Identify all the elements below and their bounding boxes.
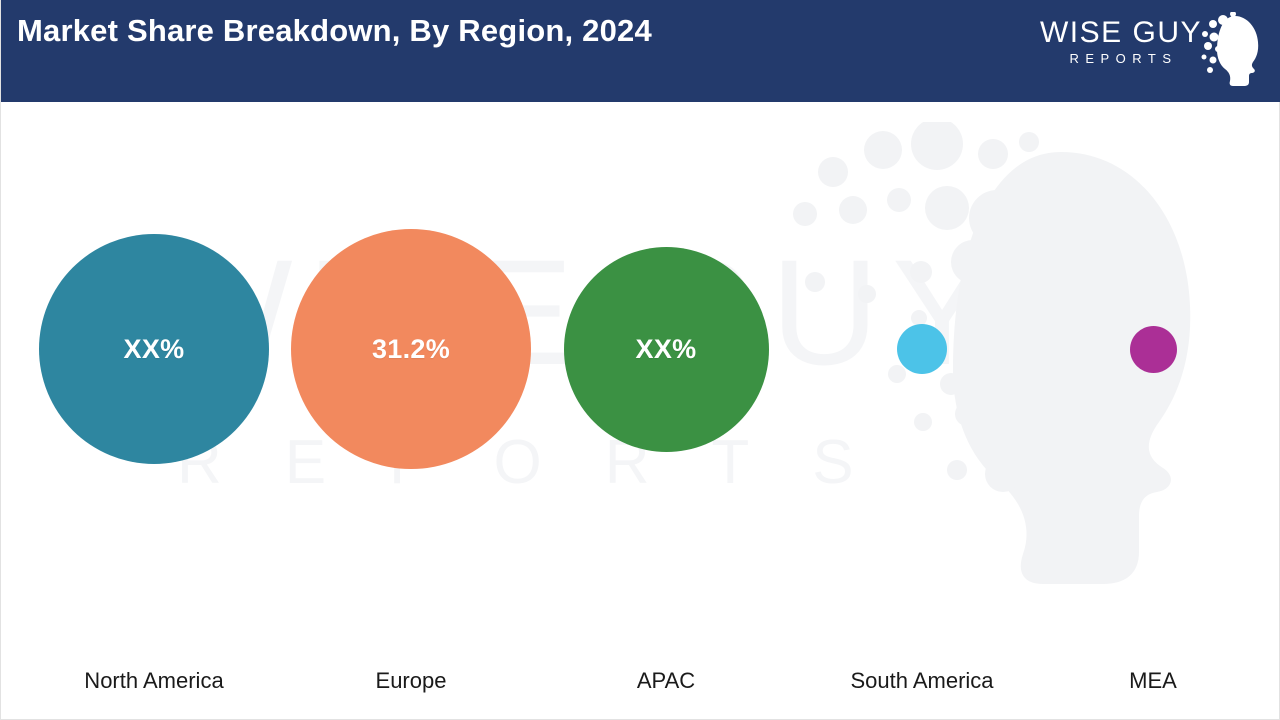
header-bar: Market Share Breakdown, By Region, 2024 … (1, 0, 1280, 102)
bubble-value-label: 31.2% (371, 333, 451, 364)
brand-logo: WISE GUY REPORTS (1035, 12, 1263, 90)
bubble-value-label: XX% (123, 333, 185, 364)
bubble-north-america[interactable]: XX% (39, 234, 269, 464)
category-label-south-america: South America (850, 668, 994, 693)
bubble-mea[interactable] (1129, 325, 1177, 373)
logo-text: WISE GUY REPORTS (1035, 16, 1207, 68)
bubble-europe[interactable]: 31.2% (291, 229, 531, 469)
bubble-value-label: XX% (635, 333, 697, 364)
category-label-north-america: North America (84, 668, 224, 693)
page-title: Market Share Breakdown, By Region, 2024 (17, 13, 652, 48)
bubble-apac[interactable]: XX% (563, 246, 769, 452)
logo-sub-text: REPORTS (1069, 51, 1178, 66)
dotted-head-profile-icon (1201, 12, 1259, 86)
bubble-south-america[interactable] (897, 324, 947, 374)
category-axis-labels: North America Europe APAC South America … (1, 668, 1280, 708)
category-label-mea: MEA (1129, 668, 1177, 693)
bubble-chart-plot: XX% 31.2% XX% (1, 102, 1280, 662)
category-label-apac: APAC (636, 668, 696, 693)
category-label-europe: Europe (375, 668, 447, 693)
logo-main-text: WISE GUY (1039, 16, 1202, 49)
